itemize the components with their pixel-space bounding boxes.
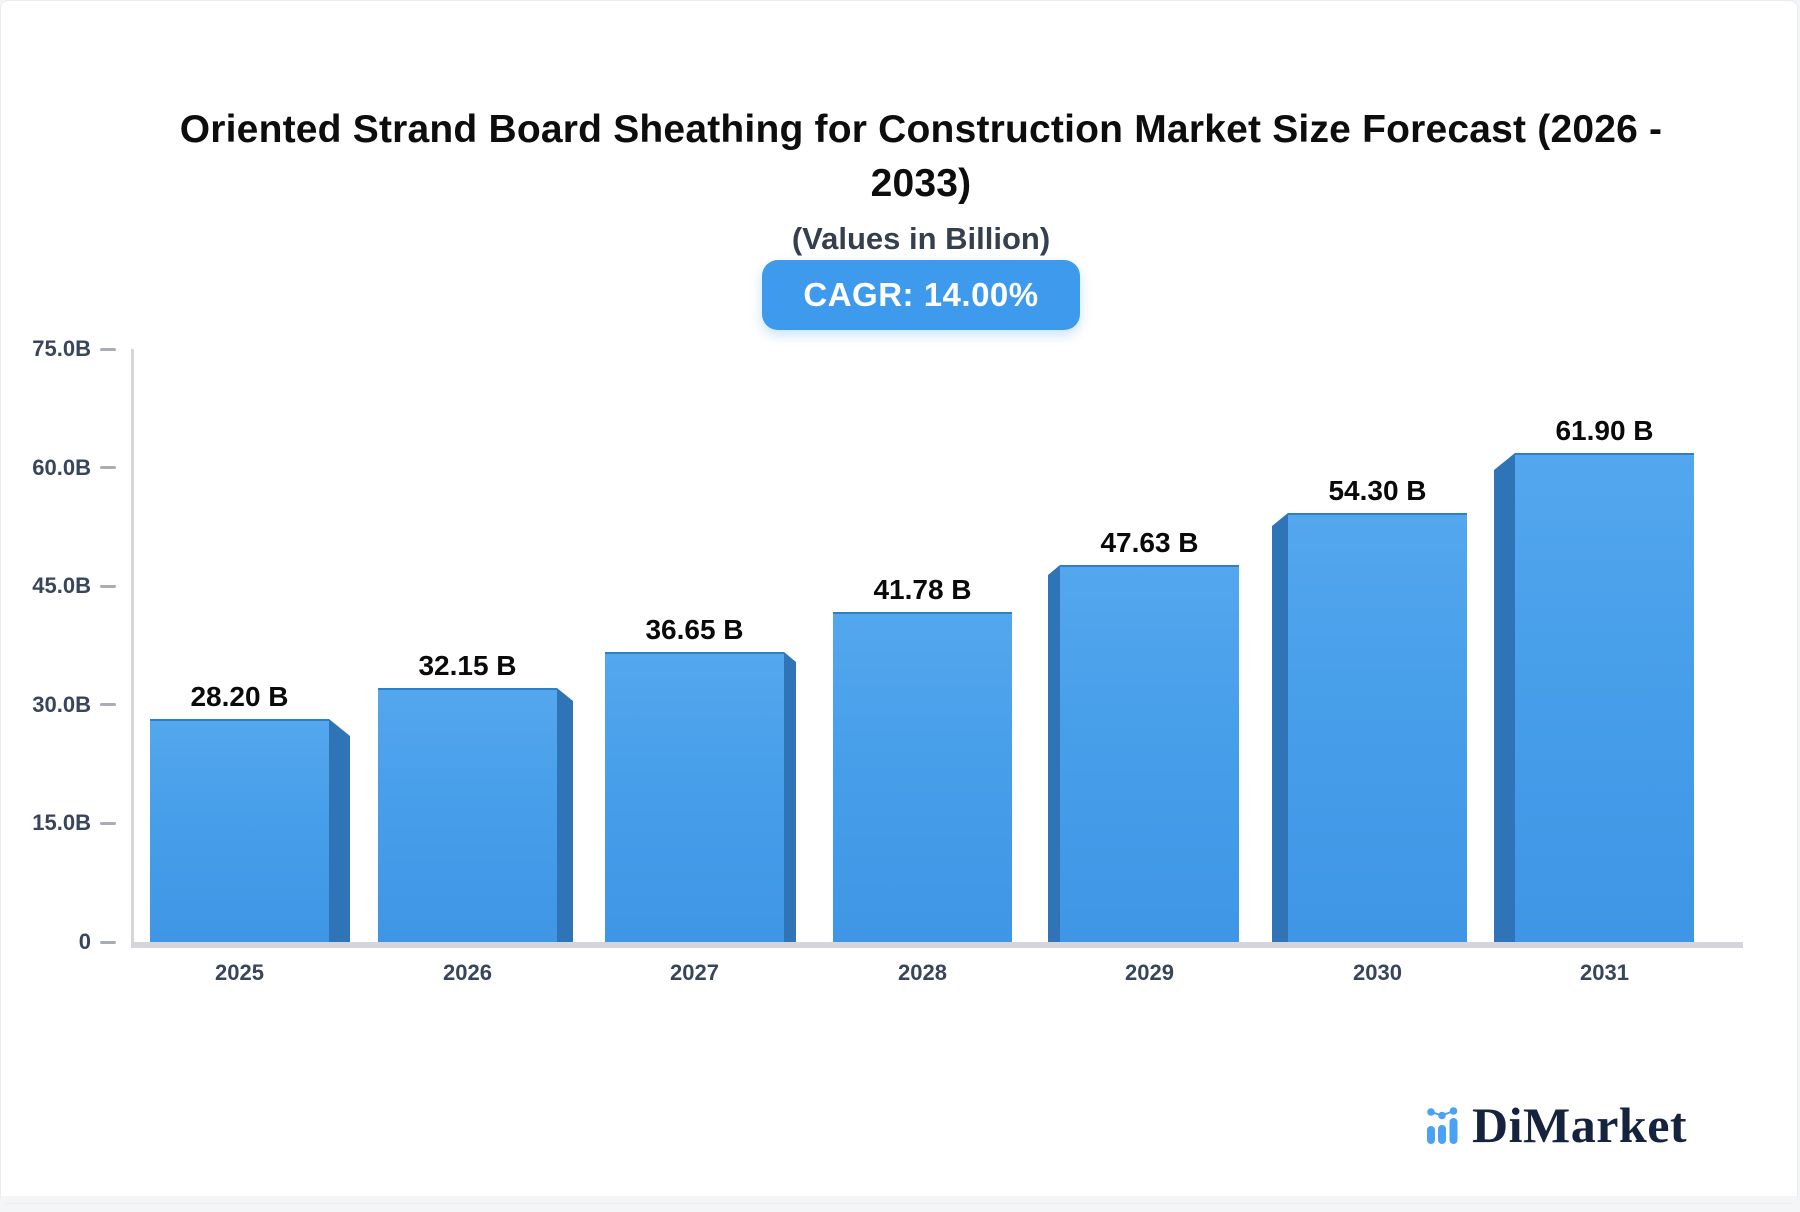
bar-face <box>150 719 329 942</box>
chart-title-line1: Oriented Strand Board Sheathing for Cons… <box>179 108 1663 151</box>
y-tick-label: 0 <box>78 929 91 954</box>
x-axis-label: 2026 <box>443 960 492 985</box>
y-tick-label: 75.0B <box>32 336 91 361</box>
bar-face <box>378 688 557 942</box>
bar-side-panel <box>1494 453 1515 942</box>
bar-face <box>833 612 1012 942</box>
bar-value-label: 28.20 B <box>190 681 289 712</box>
bar-value-label: 32.15 B <box>418 650 517 681</box>
y-tick <box>100 940 116 944</box>
y-tick-label: 60.0B <box>32 454 91 480</box>
x-axis-line <box>131 942 1743 948</box>
brand-name: DiMarket <box>1472 1097 1688 1153</box>
x-axis-label: 2029 <box>1125 960 1174 985</box>
y-tick-label: 30.0B <box>32 691 91 717</box>
y-tick <box>100 466 116 470</box>
y-tick-label: 15.0B <box>32 810 91 836</box>
bar-value-label: 47.63 B <box>1100 527 1199 558</box>
y-tick <box>100 821 116 825</box>
bar-side-panel <box>784 652 796 942</box>
cagr-badge: CAGR: 14.00% <box>762 260 1080 330</box>
bar-side-panel <box>329 719 350 942</box>
x-axis-label: 2028 <box>898 960 947 985</box>
bar-side-panel <box>1048 565 1060 942</box>
bar-face <box>605 652 784 942</box>
brand-logo: DiMarket <box>1425 1097 1688 1153</box>
bar-side-panel <box>557 688 573 942</box>
chart-subtitle: (Values in Billion) <box>791 221 1051 256</box>
x-axis-label: 2030 <box>1353 960 1402 985</box>
bar-value-label: 61.90 B <box>1555 415 1654 446</box>
y-tick <box>100 347 116 351</box>
bar-value-label: 41.78 B <box>873 574 972 605</box>
y-tick-label: 45.0B <box>32 573 91 599</box>
chart-header: Oriented Strand Board Sheathing for Cons… <box>45 103 1797 330</box>
brand-logo-icon <box>1427 1107 1458 1144</box>
chart-title: Oriented Strand Board Sheathing for Cons… <box>45 103 1797 211</box>
bar-face <box>1288 513 1467 942</box>
bar-face <box>1060 565 1239 942</box>
page-bottom-band <box>1 1196 1797 1203</box>
bar-value-label: 36.65 B <box>645 614 744 645</box>
x-axis-label: 2027 <box>670 960 719 985</box>
y-tick <box>100 703 116 707</box>
y-tick <box>100 584 116 588</box>
x-axis-label: 2031 <box>1580 960 1629 985</box>
y-axis-line <box>131 349 134 948</box>
bar-value-label: 54.30 B <box>1328 475 1427 506</box>
bar-face <box>1515 453 1694 942</box>
x-axis-label: 2025 <box>215 960 264 985</box>
chart-title-line2: 2033) <box>870 162 972 205</box>
bar-side-panel <box>1272 513 1288 942</box>
